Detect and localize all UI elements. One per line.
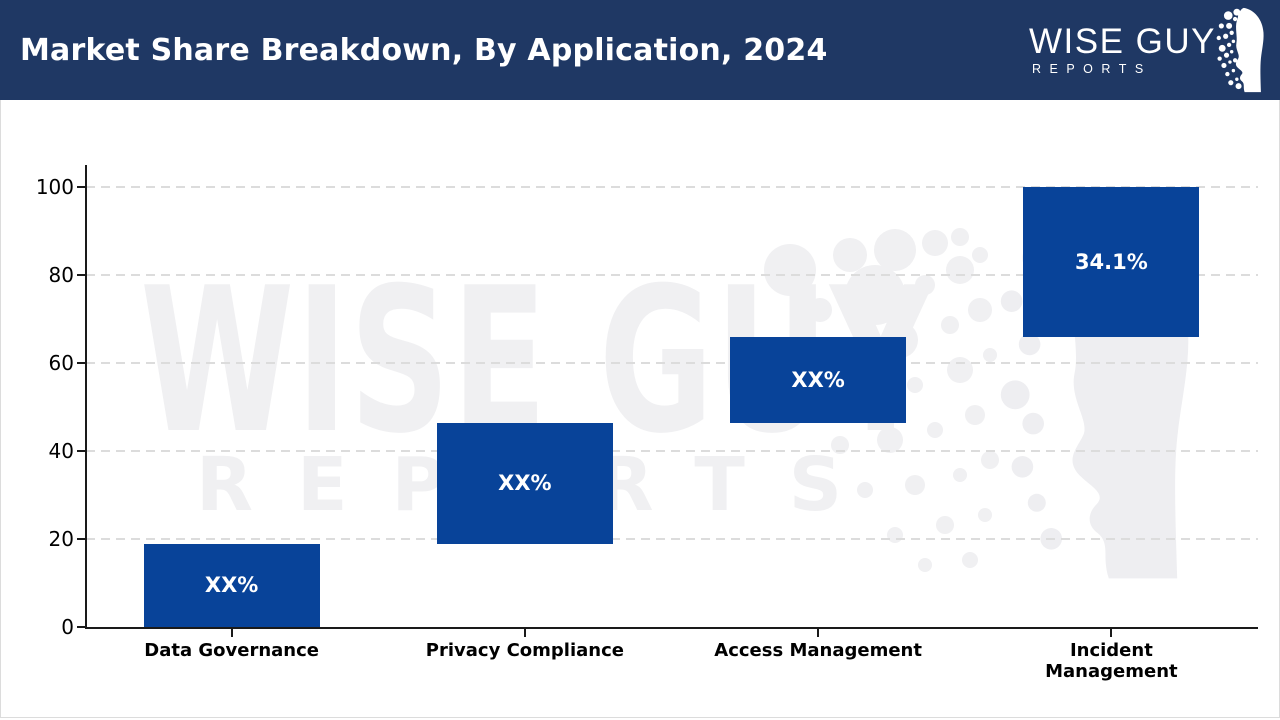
y-axis-tick xyxy=(77,186,85,188)
page-title: Market Share Breakdown, By Application, … xyxy=(20,32,828,68)
wiseguy-face-logo-icon xyxy=(1216,7,1264,93)
bar-value-label: XX% xyxy=(498,471,552,496)
gridline xyxy=(86,450,1258,452)
gridline xyxy=(86,362,1258,364)
y-axis-line xyxy=(85,165,87,629)
y-axis-tick-label: 100 xyxy=(35,175,74,199)
y-axis-tick-label: 20 xyxy=(48,527,74,551)
x-axis-category-label: Data Governance xyxy=(144,640,319,661)
x-axis-category-label: Access Management xyxy=(714,640,922,661)
bar: XX% xyxy=(436,422,613,544)
y-axis-tick xyxy=(77,538,85,540)
gridline xyxy=(86,538,1258,540)
gridline xyxy=(86,274,1258,276)
y-axis-tick xyxy=(77,362,85,364)
x-axis-tick xyxy=(523,629,526,637)
bar: 34.1% xyxy=(1023,187,1200,338)
x-axis-line xyxy=(85,627,1258,629)
logo-brand-name: WISE GUY xyxy=(1028,22,1216,62)
bar: XX% xyxy=(143,543,320,627)
bar-value-label: XX% xyxy=(204,573,259,598)
y-axis-tick-label: 40 xyxy=(48,439,74,463)
x-axis-tick xyxy=(1110,629,1113,637)
bar-value-label: XX% xyxy=(791,367,845,392)
bar: XX% xyxy=(730,337,907,423)
x-axis-tick xyxy=(817,629,820,637)
y-axis-tick-label: 80 xyxy=(48,263,74,287)
header-bar: Market Share Breakdown, By Application, … xyxy=(0,0,1280,100)
y-axis-tick xyxy=(77,274,85,276)
y-axis-tick xyxy=(77,450,85,452)
y-axis-tick-label: 0 xyxy=(61,615,74,639)
logo-brand-sub: REPORTS xyxy=(1031,62,1152,77)
y-axis-tick xyxy=(77,626,85,628)
x-axis-category-label: Privacy Compliance xyxy=(425,640,624,661)
x-axis-category-label: Incident Management xyxy=(1045,640,1178,682)
wiseguy-logo-text: WISE GUY REPORTS xyxy=(1029,24,1216,76)
y-axis-tick-label: 60 xyxy=(48,351,74,375)
gridline xyxy=(86,186,1258,188)
wiseguy-logo: WISE GUY REPORTS xyxy=(1029,7,1268,93)
x-axis-tick xyxy=(230,629,233,637)
bar-value-label: 34.1% xyxy=(1074,250,1148,275)
